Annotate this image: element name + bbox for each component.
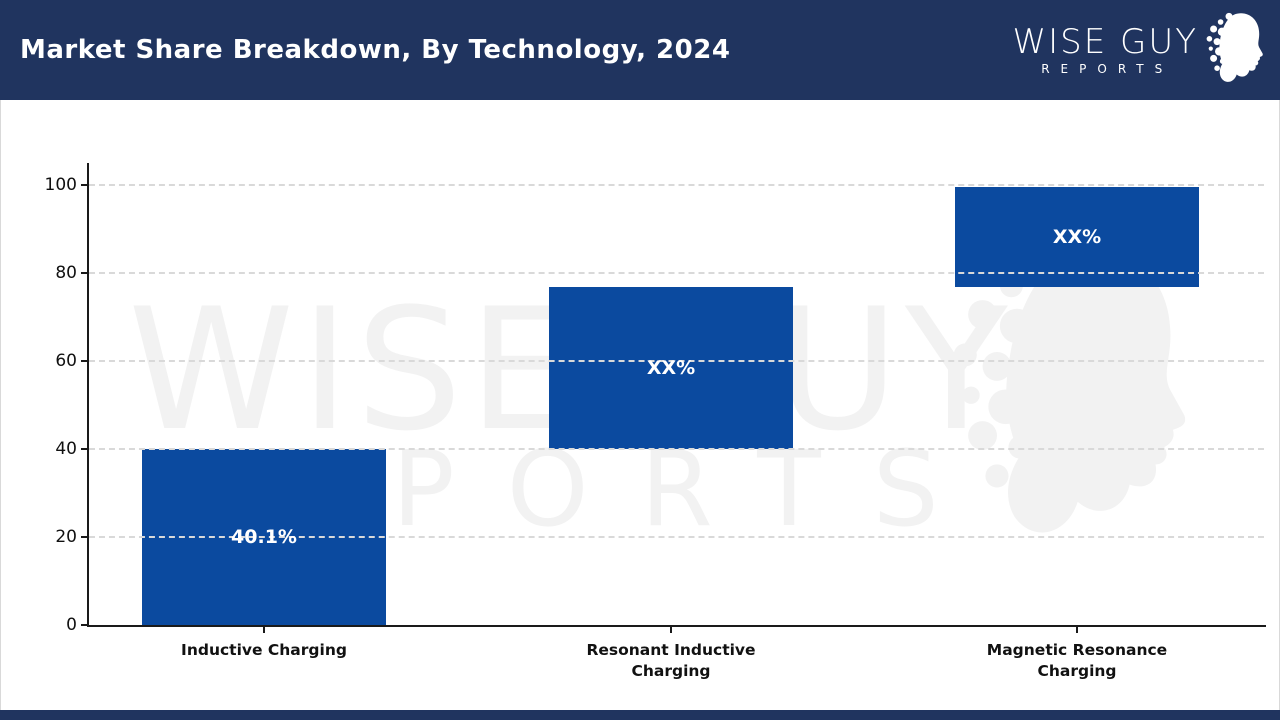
- x-tick-3: [1076, 625, 1078, 633]
- logo-subtitle: REPORTS: [1041, 61, 1174, 76]
- x-category-label-1: Inductive Charging: [181, 641, 347, 659]
- page-title: Market Share Breakdown, By Technology, 2…: [20, 35, 731, 65]
- logo-wordmark: WISE GUY: [1012, 21, 1198, 62]
- bar-value-label-2: XX%: [646, 356, 696, 379]
- wise-guy-logo: WISE GUY REPORTS: [1012, 8, 1280, 92]
- y-tick-label-40: 40: [55, 439, 77, 459]
- y-tick-100: [81, 184, 89, 186]
- footer-bar: [0, 710, 1280, 720]
- gridline-100: [89, 184, 1264, 186]
- bar-value-label-3: XX%: [1052, 226, 1102, 249]
- bar-segment-3: [955, 187, 1199, 288]
- logo-text: WISE GUY REPORTS: [1012, 25, 1198, 76]
- gridline-60: [89, 360, 1264, 362]
- y-tick-label-0: 0: [66, 615, 77, 635]
- y-tick-label-20: 20: [55, 527, 77, 547]
- y-tick-40: [81, 448, 89, 450]
- x-category-label-3: Magnetic Resonance Charging: [986, 641, 1168, 680]
- dotted-head-icon: [1206, 12, 1263, 82]
- watermark-head-icon: [896, 228, 1196, 574]
- bar-segment-2: [549, 287, 793, 449]
- gridline-40: [89, 448, 1264, 450]
- y-tick-80: [81, 272, 89, 274]
- y-tick-label-80: 80: [55, 263, 77, 283]
- gridline-80: [89, 272, 1264, 274]
- bar-value-label-1: 40.1%: [231, 525, 297, 548]
- x-tick-2: [670, 625, 672, 633]
- header-bar: Market Share Breakdown, By Technology, 2…: [0, 0, 1280, 100]
- y-tick-60: [81, 360, 89, 362]
- y-tick-label-60: 60: [55, 351, 77, 371]
- gridline-20: [89, 536, 1264, 538]
- y-tick-20: [81, 536, 89, 538]
- y-tick-0: [81, 624, 89, 626]
- x-tick-1: [263, 625, 265, 633]
- x-category-label-2: Resonant Inductive Charging: [586, 641, 756, 680]
- y-axis-line: [87, 163, 89, 627]
- x-axis-line: [87, 625, 1266, 627]
- y-tick-label-100: 100: [44, 175, 77, 195]
